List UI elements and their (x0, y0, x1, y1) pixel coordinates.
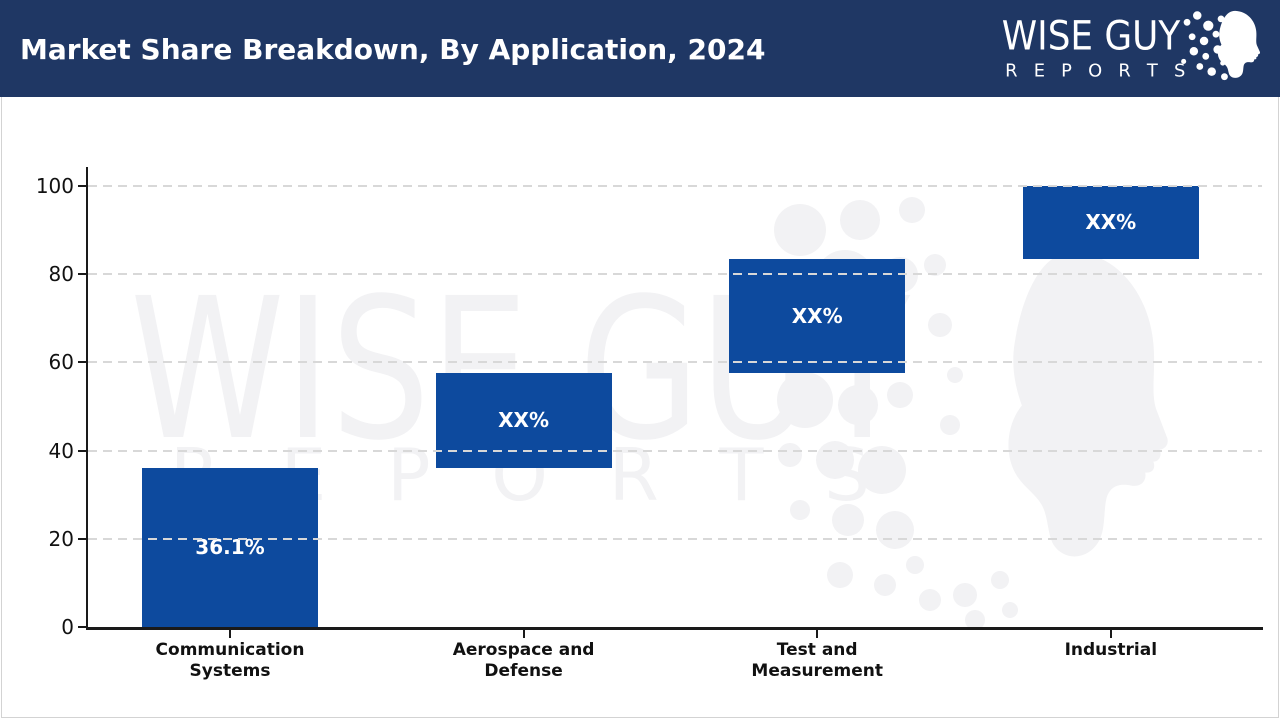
x-tick (816, 629, 819, 638)
logo-text-reports: R E P O R T S (1005, 61, 1185, 82)
x-axis-spine (86, 627, 1263, 630)
bar: XX% (1022, 186, 1199, 259)
x-category-label-line: Test and (776, 640, 858, 660)
y-tick (78, 449, 87, 452)
x-category-label: Industrial (991, 640, 1231, 661)
x-category-label: Test and Measurement (697, 640, 937, 682)
x-category-label-line: Defense (484, 661, 563, 681)
watermark-face-icon (1008, 252, 1168, 557)
y-tick (78, 361, 87, 364)
logo-text-wiseguy: WISE GUY (1002, 14, 1181, 60)
y-tick-label: 0 (61, 615, 74, 639)
x-category-label-line: Industrial (1064, 640, 1158, 660)
x-category-label-line: Systems (189, 661, 271, 681)
x-tick (522, 629, 525, 638)
x-tick (229, 629, 231, 638)
y-tick (78, 185, 87, 187)
x-category-label: Communication Systems (110, 640, 350, 682)
y-tick-label: 20 (48, 526, 74, 551)
page-title: Market Share Breakdown, By Application, … (20, 33, 766, 66)
y-tick-label: 100 (35, 174, 74, 198)
gridline (88, 449, 1262, 452)
x-tick (1109, 629, 1112, 638)
gridline (88, 185, 1262, 187)
logo-face-icon (1217, 10, 1261, 78)
gridline (88, 537, 1262, 540)
wise-guy-logo: WISE GUY R E P O R T S (1002, 10, 1261, 82)
gridline (88, 273, 1262, 276)
x-category-label-line: Aerospace and (452, 640, 595, 660)
y-tick-label: 80 (48, 262, 74, 287)
y-tick (78, 626, 87, 628)
bar: XX% (435, 372, 612, 468)
y-axis-spine (86, 167, 88, 629)
gridline (88, 361, 1262, 364)
x-category-label: Aerospace and Defense (404, 640, 644, 682)
y-tick-label: 40 (48, 438, 74, 463)
x-category-label-line: Communication (155, 640, 305, 660)
x-category-label-line: Measurement (751, 661, 883, 681)
y-tick (78, 273, 87, 276)
bar: 36.1% (142, 467, 318, 627)
bar-value-label: XX% (1085, 210, 1137, 235)
bar: XX% (729, 258, 906, 373)
y-tick-label: 60 (48, 350, 74, 375)
bar-value-label: XX% (498, 408, 550, 433)
y-tick (78, 537, 87, 540)
bar-value-label: XX% (791, 303, 843, 328)
header-bar: Market Share Breakdown, By Application, … (0, 0, 1280, 97)
